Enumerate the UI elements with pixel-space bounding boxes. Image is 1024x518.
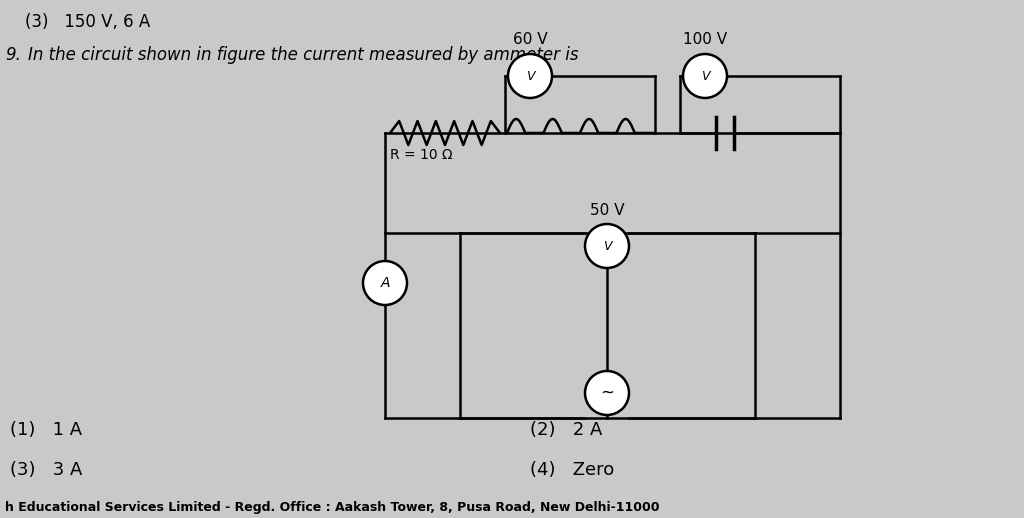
- Text: h Educational Services Limited - Regd. Office : Aakash Tower, 8, Pusa Road, New : h Educational Services Limited - Regd. O…: [5, 501, 659, 514]
- Circle shape: [683, 54, 727, 98]
- Text: A: A: [380, 276, 390, 290]
- Circle shape: [585, 371, 629, 415]
- Text: V: V: [700, 69, 710, 82]
- Text: In the circuit shown in figure the current measured by ammeter is: In the circuit shown in figure the curre…: [28, 46, 579, 64]
- Text: (4)   Zero: (4) Zero: [530, 461, 614, 479]
- Circle shape: [362, 261, 407, 305]
- Text: (2)   2 A: (2) 2 A: [530, 421, 602, 439]
- Text: (1)   1 A: (1) 1 A: [10, 421, 82, 439]
- Text: (3)   150 V, 6 A: (3) 150 V, 6 A: [25, 13, 151, 31]
- Text: 60 V: 60 V: [513, 32, 547, 47]
- Circle shape: [508, 54, 552, 98]
- Text: ~: ~: [600, 384, 614, 402]
- Text: (3)   3 A: (3) 3 A: [10, 461, 82, 479]
- Text: V: V: [603, 239, 611, 252]
- Text: 50 V: 50 V: [590, 203, 625, 218]
- Text: 100 V: 100 V: [683, 32, 727, 47]
- Text: V: V: [525, 69, 535, 82]
- Text: R = 10 Ω: R = 10 Ω: [390, 148, 453, 162]
- Text: 9.: 9.: [5, 46, 20, 64]
- Circle shape: [585, 224, 629, 268]
